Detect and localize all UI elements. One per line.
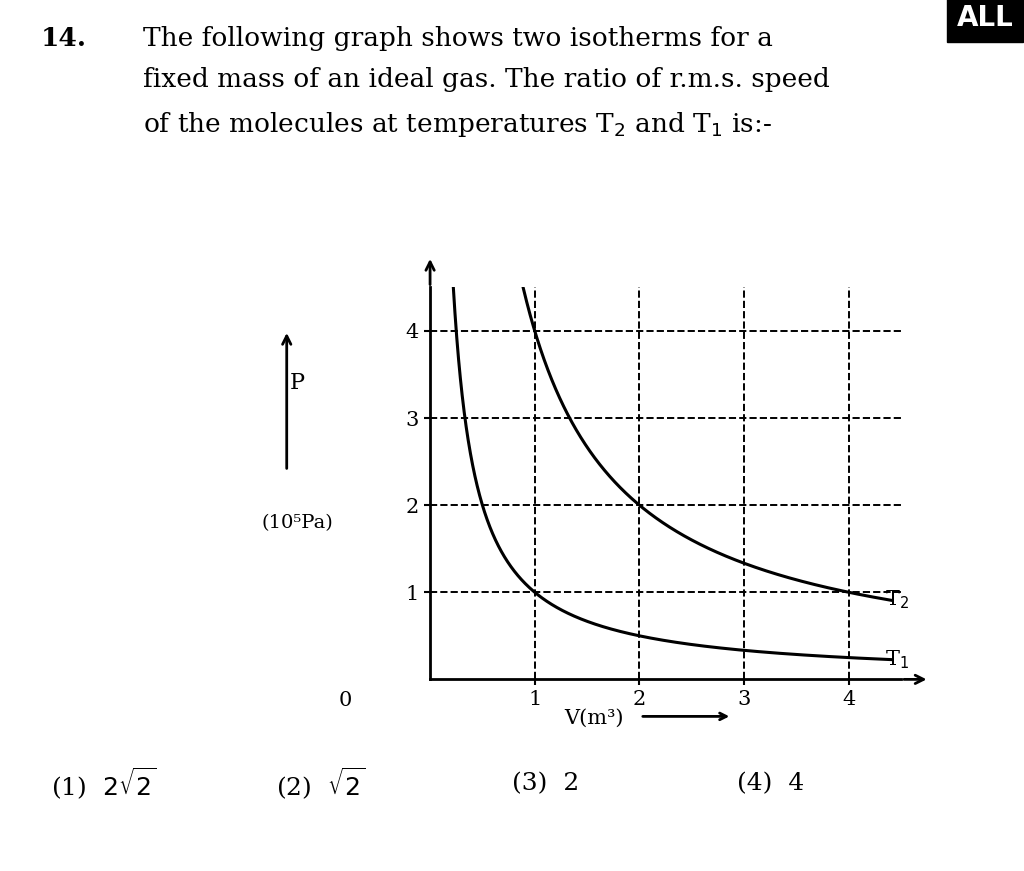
Text: The following graph shows two isotherms for a
fixed mass of an ideal gas. The ra: The following graph shows two isotherms … bbox=[143, 26, 830, 138]
Text: 14.: 14. bbox=[41, 26, 87, 51]
Text: (4)  4: (4) 4 bbox=[737, 773, 805, 795]
Text: (3)  2: (3) 2 bbox=[512, 773, 580, 795]
Text: (2)  $\sqrt{2}$: (2) $\sqrt{2}$ bbox=[276, 766, 367, 802]
Text: (10⁵Pa): (10⁵Pa) bbox=[261, 514, 333, 531]
Text: T$_2$: T$_2$ bbox=[886, 588, 909, 611]
Text: V(m³): V(m³) bbox=[564, 709, 624, 728]
Text: ALL: ALL bbox=[957, 4, 1014, 32]
Text: T$_1$: T$_1$ bbox=[886, 648, 909, 671]
Text: P: P bbox=[290, 372, 304, 395]
Text: 0: 0 bbox=[339, 692, 352, 711]
Text: (1)  $2\sqrt{2}$: (1) $2\sqrt{2}$ bbox=[51, 766, 157, 802]
